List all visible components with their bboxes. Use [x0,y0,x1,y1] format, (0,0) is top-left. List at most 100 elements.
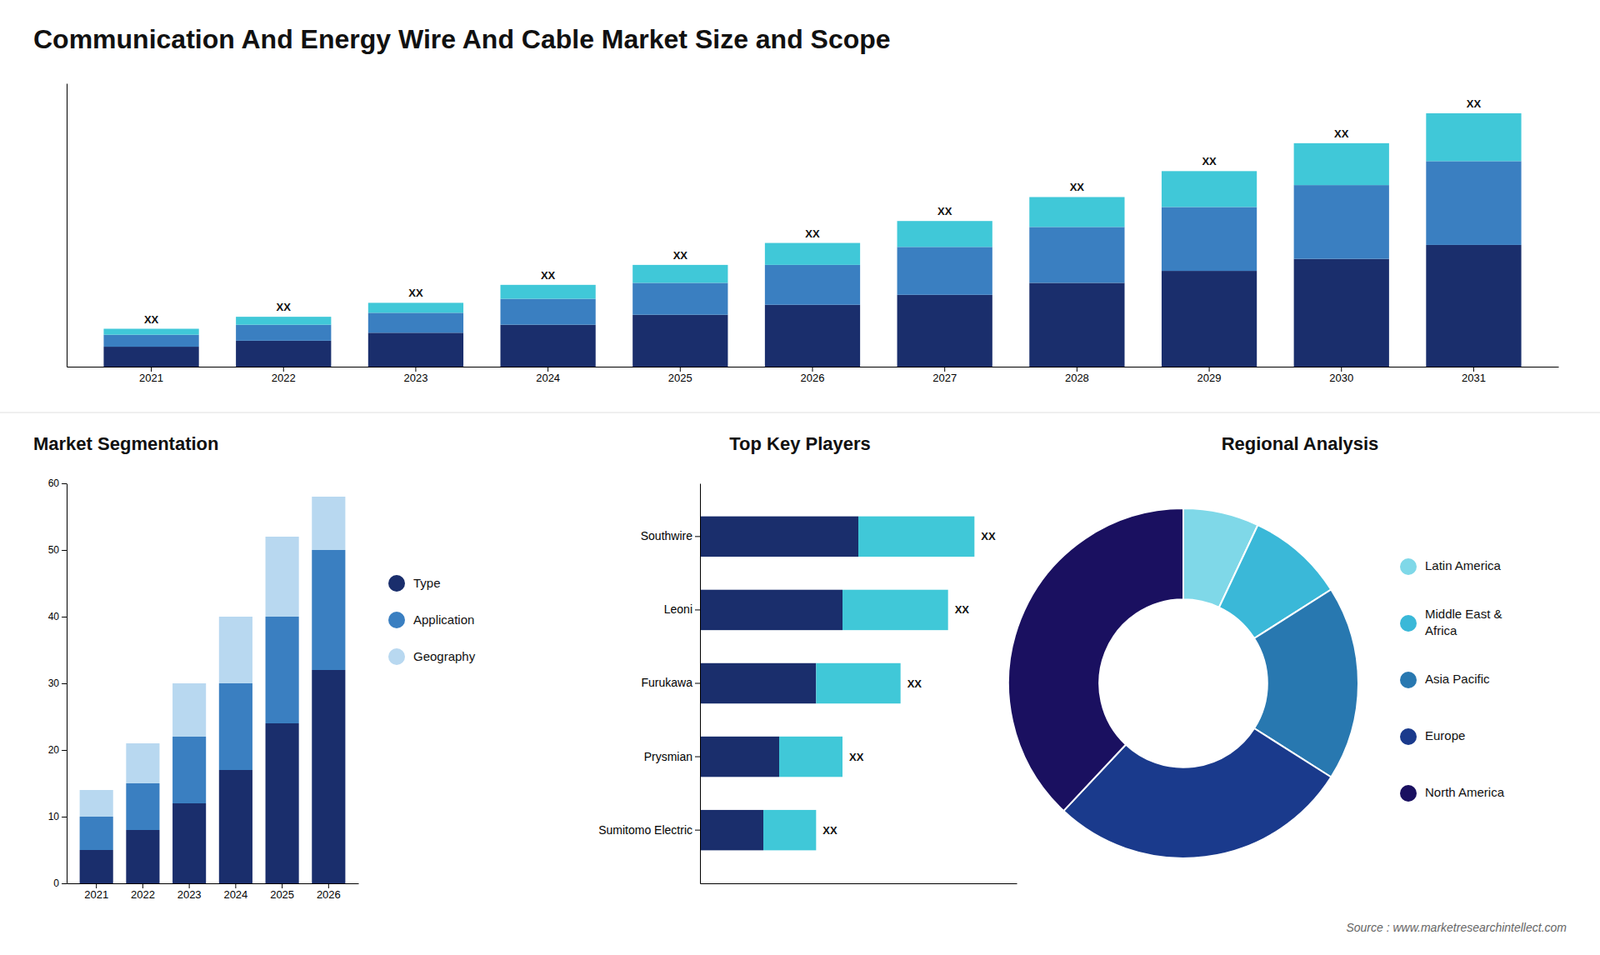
bar [765,243,860,265]
data-label: XX [980,530,996,543]
tick: Leoni [664,602,700,616]
tick: 2031 [1461,366,1486,385]
x-axis [700,883,1018,885]
bar [700,810,764,850]
bar [897,220,993,247]
tick-label: 2023 [177,888,202,901]
tick-mark [695,756,700,758]
bar [368,312,464,333]
bar [103,329,199,335]
legend-item: Application [388,611,475,629]
bar [125,743,160,784]
bar [235,340,331,367]
bar [235,316,331,325]
tick-label: Prysmian [644,750,693,764]
bar [500,325,595,367]
section-title: Regional Analysis [1221,433,1380,455]
bar [765,305,860,367]
tick-mark [695,609,700,610]
legend-swatch [388,575,405,592]
legend-swatch [1400,671,1417,689]
bar-chart: XXXXXXXXXXSouthwireLeoniFurukawaPrysmian… [598,484,1017,885]
bar [700,736,780,777]
bar [103,346,199,367]
plot-area [700,516,975,851]
bar [1161,170,1257,207]
bar [500,299,595,325]
bar [897,246,993,295]
tick-mark [95,883,97,889]
tick: 2025 [668,366,693,385]
slice [1008,508,1184,811]
tick: 20 [48,744,67,756]
section-title: Market Segmentation [33,433,220,455]
tick-label: 2025 [270,888,295,901]
bar [311,496,345,550]
tick-mark [281,883,283,889]
tick-mark [189,883,190,889]
separator [0,412,1600,414]
data-label: XX [1070,180,1085,194]
tick-label: 2026 [316,888,341,901]
legend-swatch [388,648,405,665]
section-title: Top Key Players [729,433,871,455]
tick: 2026 [800,366,825,385]
bar [265,616,300,724]
series [80,670,346,884]
series [763,516,975,851]
bar [80,850,114,884]
data-label: XX [144,313,160,326]
bar [1294,259,1390,367]
bar-chart: 2021202220232024202520260102030405060Typ… [48,477,476,901]
axis-line [700,484,701,885]
bar [219,683,253,770]
bar-chart: XXXXXXXXXXXXXXXXXXXXXX202120222023202420… [67,84,1560,385]
bar [172,803,206,884]
tick: 2026 [316,883,341,901]
tick-mark [695,535,700,537]
legend: TypeApplicationGeography [388,575,476,665]
data-label: XX [673,249,689,262]
tick: 10 [48,810,67,823]
bar [103,335,199,347]
data-label: XX [805,227,820,240]
tick-mark [61,883,67,885]
tick-mark [61,816,67,818]
data-label: XX [1334,127,1350,140]
tick: 2024 [535,366,560,385]
tick-label: 30 [48,677,60,690]
data-label: XX [849,750,865,764]
tick-mark [61,616,67,618]
legend-swatch [388,611,405,629]
bar [265,723,300,884]
bar [172,683,206,737]
tick-label: 40 [48,610,60,623]
tick-mark [547,366,549,372]
tick-label: 20 [48,744,60,756]
tick-mark [680,366,681,372]
tick-mark [283,366,285,372]
tick-mark [142,883,144,889]
legend-swatch [1400,785,1417,802]
bar [265,536,300,617]
legend-swatch [1400,728,1417,745]
tick-label: 2022 [271,371,296,385]
bar [1161,206,1257,271]
tick-label: 2024 [535,371,560,385]
tick: Furukawa [641,675,700,690]
bar [311,550,345,670]
legend: Latin AmericaMiddle East &AfricaAsia Pac… [1400,558,1505,802]
y-axis [66,84,68,368]
bar [1425,113,1521,161]
tick: 2024 [223,883,248,901]
tick: 50 [48,544,67,556]
tick: Prysmian [644,750,700,764]
legend-swatch [1400,615,1417,632]
tick-mark [415,366,416,372]
tick: 2022 [130,883,155,901]
bar [700,663,816,704]
bar [500,285,595,300]
tick-label: 2026 [800,371,825,385]
legend-item: Geography [388,648,476,665]
data-label: XX [955,603,970,616]
